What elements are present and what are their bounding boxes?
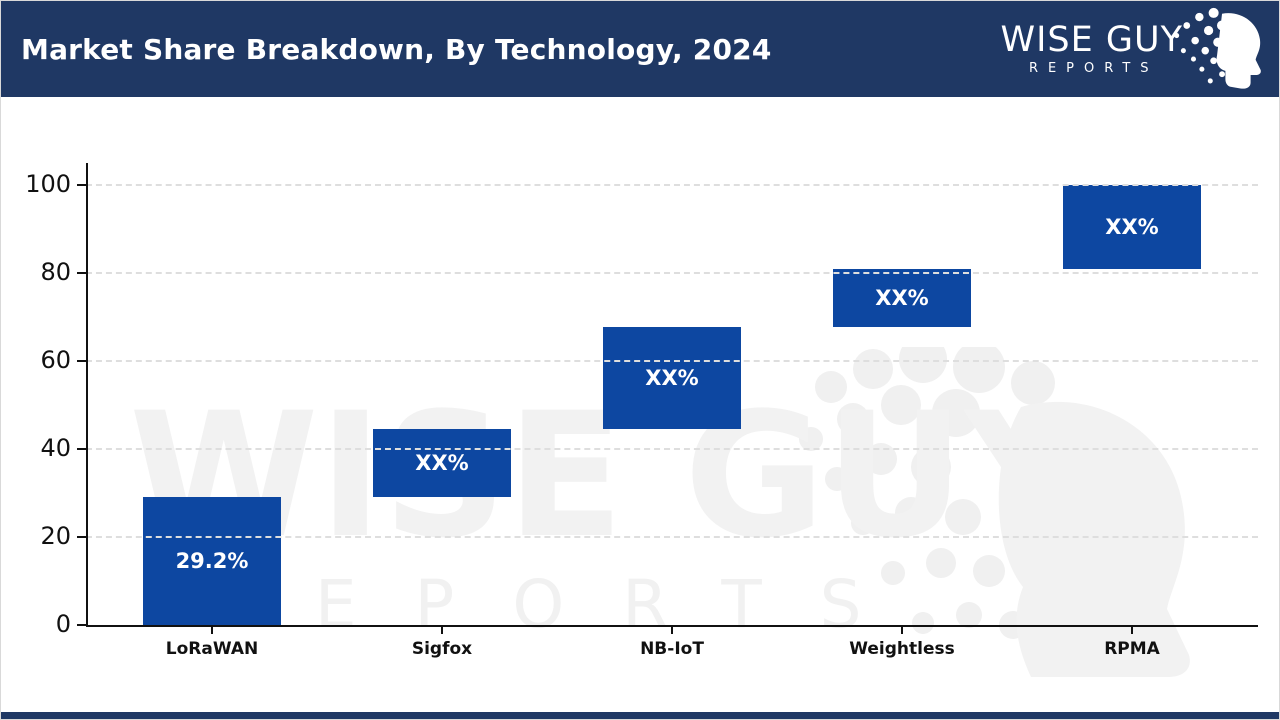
- y-axis-tick: [77, 536, 86, 538]
- logo-face-icon: [1174, 7, 1261, 89]
- x-axis-tick: [901, 627, 903, 634]
- report-header: Market Share Breakdown, By Technology, 2…: [1, 1, 1279, 97]
- logo-tagline: REPORTS: [1028, 61, 1159, 76]
- logo-wordmark: WISE GUY: [1000, 20, 1183, 60]
- bar-value-label: 29.2%: [175, 548, 249, 573]
- y-tick-label: 80: [40, 258, 71, 286]
- bar-sigfox: XX%: [373, 429, 511, 497]
- gridline: [86, 536, 1258, 538]
- page-title: Market Share Breakdown, By Technology, 2…: [21, 32, 772, 66]
- gridline: [86, 272, 1258, 274]
- x-axis-line: [86, 625, 1258, 627]
- wiseguy-logo: WISE GUY REPORTS: [1000, 7, 1265, 91]
- x-axis-tick: [671, 627, 673, 634]
- y-tick-label: 0: [55, 610, 71, 638]
- y-tick-label: 40: [40, 434, 71, 462]
- x-tick-label-nb-iot: NB-IoT: [640, 639, 704, 659]
- x-tick-label-sigfox: Sigfox: [411, 639, 473, 659]
- x-axis-tick: [1131, 627, 1133, 634]
- bar-weightless: XX%: [833, 268, 971, 327]
- x-axis-tick: [211, 627, 213, 634]
- bar-rpma: XX%: [1063, 185, 1201, 269]
- y-tick-label: 100: [25, 170, 71, 198]
- y-tick-label: 60: [40, 346, 71, 374]
- x-tick-label-weightless: Weightless: [849, 639, 955, 659]
- footer-bar: [1, 712, 1279, 719]
- x-tick-label-rpma: RPMA: [1104, 639, 1160, 659]
- bar-value-label: XX%: [875, 285, 929, 310]
- y-tick-label: 20: [40, 522, 71, 550]
- x-tick-label-lorawan: LoRaWAN: [165, 639, 259, 659]
- y-axis-tick: [77, 624, 86, 626]
- bar-value-label: XX%: [415, 450, 469, 475]
- y-axis-line: [86, 163, 88, 627]
- bar-value-label: XX%: [1105, 214, 1159, 239]
- bar-lorawan: 29.2%: [143, 496, 281, 625]
- bar-nb-iot: XX%: [603, 326, 741, 430]
- bar-value-label: XX%: [645, 365, 699, 390]
- y-axis-tick: [77, 184, 86, 186]
- gridline: [86, 448, 1258, 450]
- y-axis-tick: [77, 360, 86, 362]
- y-axis-tick: [77, 448, 86, 450]
- x-axis-tick: [441, 627, 443, 634]
- logo-text: WISE GUY REPORTS: [1000, 20, 1183, 76]
- gridline: [86, 360, 1258, 362]
- gridline: [86, 184, 1258, 186]
- y-axis-tick: [77, 272, 86, 274]
